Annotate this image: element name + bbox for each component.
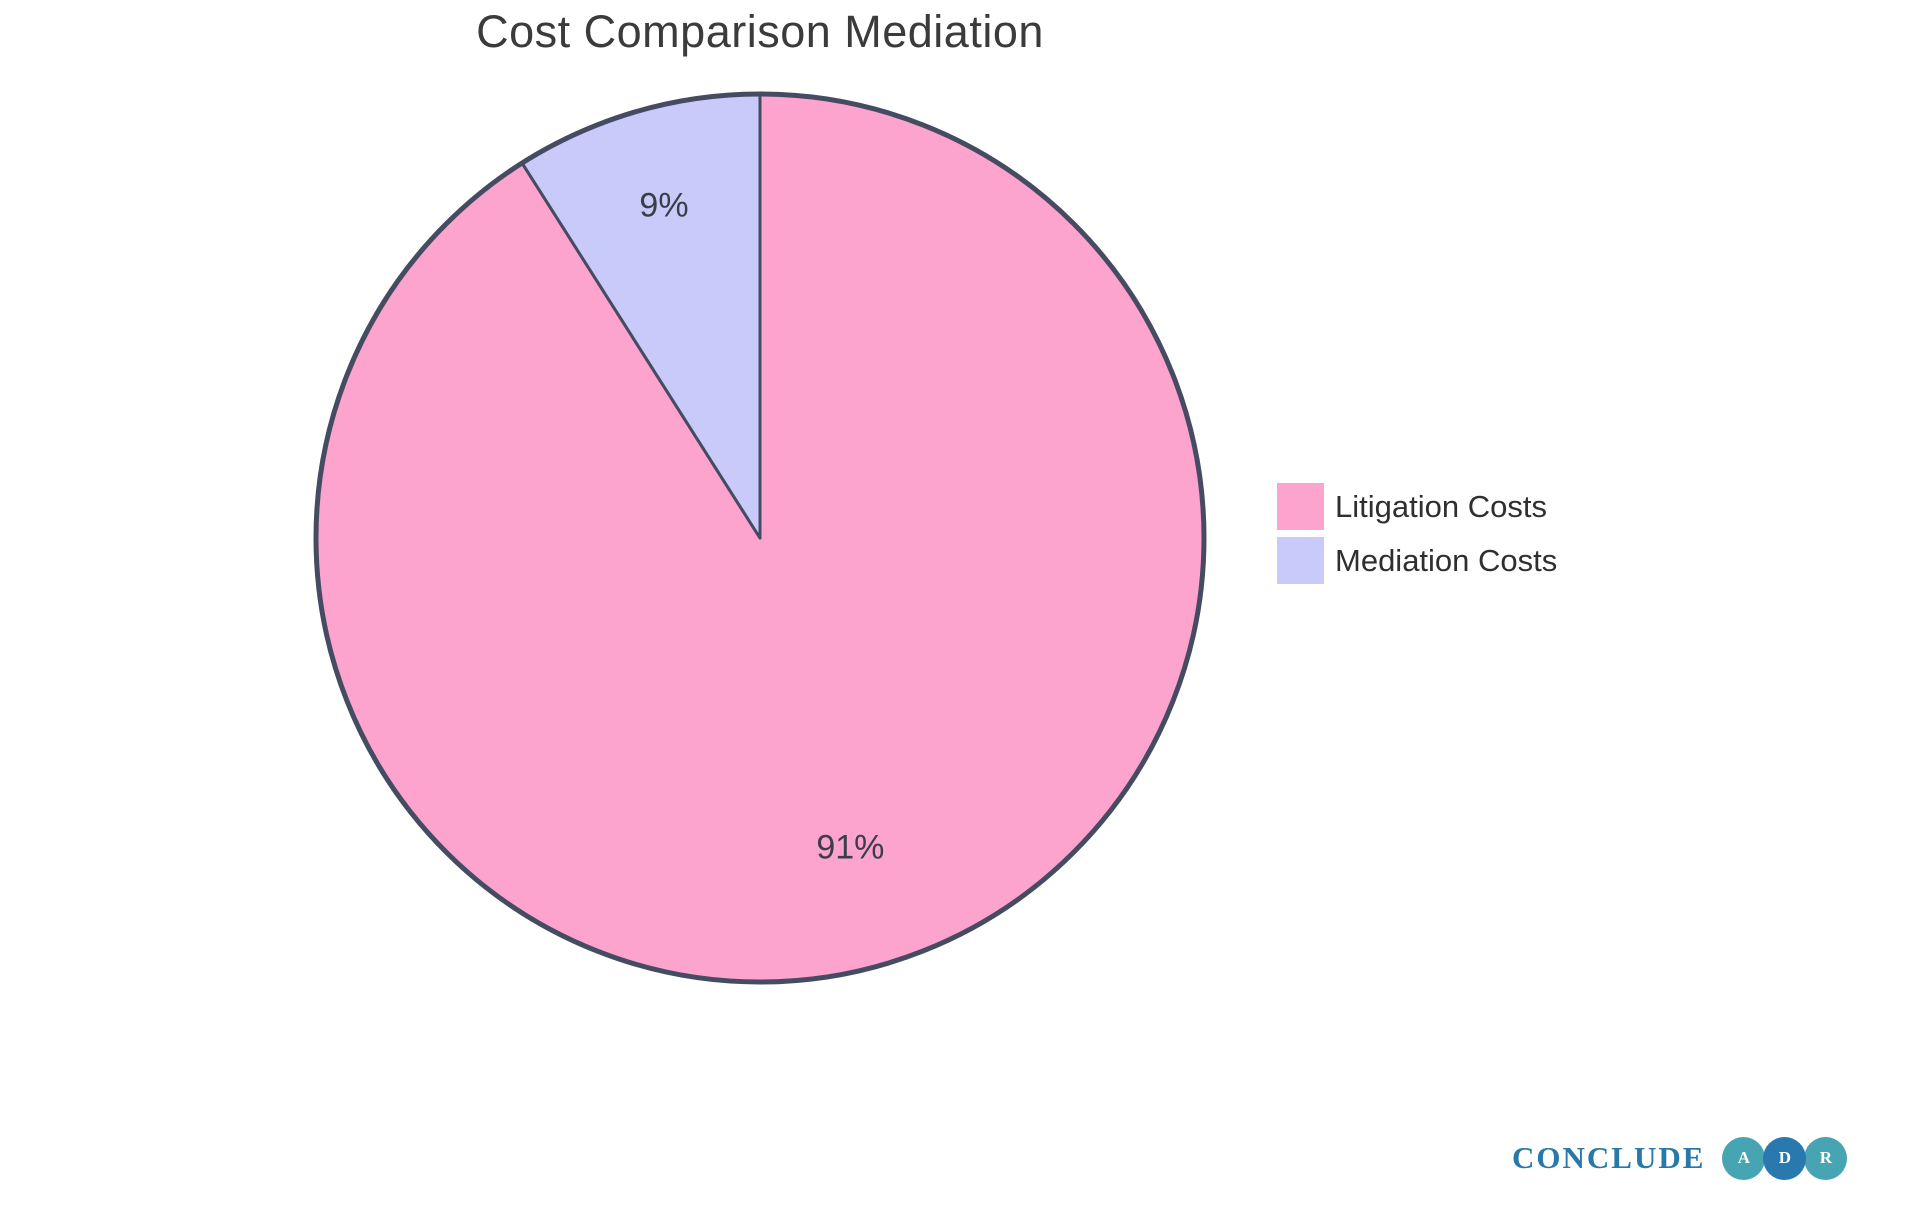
legend-item-litigation-costs[interactable]: Litigation Costs [1277, 483, 1557, 530]
legend-swatch [1277, 537, 1324, 584]
brand-badge-a: A [1722, 1136, 1766, 1180]
legend-item-mediation-costs[interactable]: Mediation Costs [1277, 537, 1557, 584]
legend-label: Mediation Costs [1335, 542, 1558, 578]
chart-title: Cost Comparison Mediation [476, 6, 1044, 57]
brand-badge-d: D [1763, 1136, 1807, 1180]
brand-wordmark: CONCLUDE [1512, 1140, 1706, 1175]
pie-slice-percent-label: 9% [639, 187, 688, 225]
pie-outline [313, 91, 1207, 985]
legend: Litigation Costs Mediation Costs [1277, 483, 1557, 591]
legend-label: Litigation Costs [1335, 488, 1547, 524]
pie-slice-percent-label: 91% [816, 828, 884, 866]
legend-swatch [1277, 483, 1324, 530]
brand-badge-r: R [1804, 1136, 1848, 1180]
